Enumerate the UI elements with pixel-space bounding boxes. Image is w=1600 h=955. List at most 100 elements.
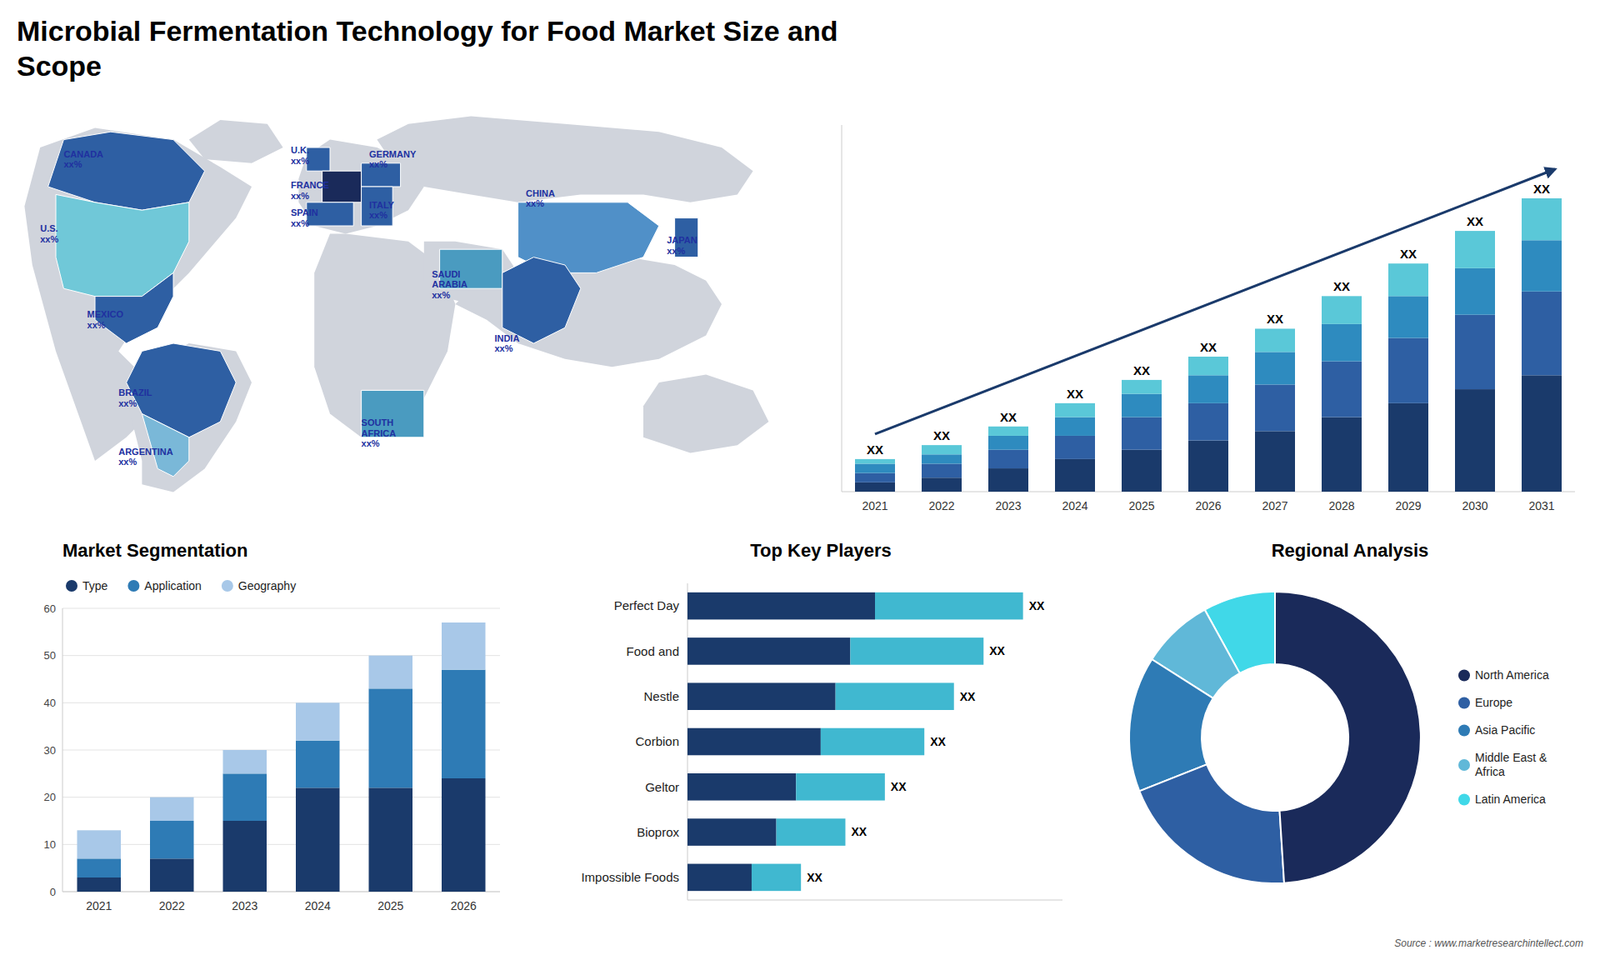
legend-label: Europe [1475, 695, 1513, 710]
legend-label-line: Africa [1475, 765, 1505, 779]
category-label: Nestle [643, 689, 680, 704]
bar-segment [988, 435, 1029, 450]
bar-chart: 2021202220232024202520262027202820292030… [841, 125, 1575, 513]
grid-line [62, 655, 500, 656]
bar-segment [369, 688, 414, 788]
category-label: 2028 [1328, 499, 1355, 513]
bar-segment [1455, 315, 1495, 390]
land-shape [189, 120, 284, 164]
map-label-line: xx% [369, 159, 388, 170]
map-label: CANADAxx% [63, 149, 104, 170]
map-label-line: AFRICA [361, 428, 397, 439]
category-label: 2025 [1128, 499, 1155, 513]
map-label: JAPANxx% [666, 235, 698, 256]
category-label: 2022 [928, 499, 955, 513]
bar-segment [1055, 459, 1095, 492]
map-label-line: CANADA [63, 149, 104, 160]
category-axis-line [62, 891, 500, 893]
map-label: CHINAxx% [525, 188, 555, 210]
bar-segment [921, 463, 962, 478]
tick-label: 10 [44, 838, 56, 851]
bar-segment [295, 702, 340, 740]
category-label: Impossible Foods [580, 870, 680, 885]
map-label-line: xx% [361, 438, 380, 449]
chart-title: Regional Analysis [1271, 540, 1430, 561]
legend-marker [1458, 670, 1470, 682]
category-label: 2026 [450, 899, 477, 913]
map-label: ITALYxx% [369, 200, 395, 220]
bar-annotation: XX [933, 428, 950, 443]
bar-segment [150, 797, 195, 821]
legend-label: Middle East &Africa [1475, 750, 1548, 779]
map-label-line: xx% [494, 343, 513, 354]
tick-label: 20 [44, 790, 56, 804]
map-label-line: U.K. [290, 145, 310, 155]
bar-segment [150, 820, 195, 859]
bar-annotation: XX [1133, 363, 1150, 378]
bar-annotation: XX [1466, 214, 1484, 229]
category-label: Geltor [645, 780, 680, 795]
bar-segment [921, 454, 962, 464]
bar-segment [687, 818, 777, 846]
category-label: 2023 [995, 499, 1021, 513]
bar-segment [1521, 291, 1562, 376]
bar-segment [441, 670, 486, 779]
category-label: 2022 [159, 899, 185, 913]
legend-marker [1458, 759, 1470, 771]
bar-segment [223, 820, 268, 892]
bar-segment [921, 445, 962, 455]
map-label: SPAINxx% [290, 207, 319, 229]
bar-annotation: XX [1266, 311, 1284, 326]
legend-marker [221, 580, 234, 592]
source-note: Source : www.marketresearchintellect.com [1394, 937, 1584, 950]
bar-annotation: XX [850, 825, 867, 839]
value-axis-line [687, 900, 1063, 901]
land-shape [126, 343, 252, 493]
category-label: 2029 [1395, 499, 1421, 513]
map-label-line: xx% [666, 245, 685, 256]
tick-label: 40 [44, 696, 56, 710]
bar-segment [1321, 417, 1362, 492]
bar-segment [1455, 389, 1495, 492]
bar-segment [855, 463, 895, 473]
bar-segment [1121, 417, 1162, 450]
map-label: BRAZILxx% [118, 387, 153, 409]
bar-segment [988, 450, 1029, 469]
category-label: 2030 [1461, 499, 1488, 513]
chart-title: Market Segmentation [62, 540, 249, 561]
legend-label-line: Middle East & [1475, 750, 1548, 765]
trend-arrow [875, 169, 1555, 435]
map-label-line: INDIA [494, 333, 520, 344]
map-label: U.S.xx% [40, 223, 59, 245]
category-label: 2024 [305, 899, 331, 913]
bar-annotation: XX [806, 870, 823, 885]
category-label: Corbion [635, 734, 680, 749]
chart-title: Top Key Players [750, 540, 892, 561]
bar-segment [776, 818, 846, 846]
map-label-line: GERMANY [369, 149, 417, 160]
map-label-line: SOUTH [361, 417, 395, 428]
land-shape [643, 375, 769, 454]
category-label: 2023 [231, 899, 258, 913]
bar-segment [850, 637, 984, 665]
bar-segment [77, 858, 122, 878]
figure-title-line: Microbial Fermentation Technology for Fo… [16, 15, 838, 47]
bar-segment [1388, 295, 1429, 338]
tick-label: 50 [44, 649, 56, 662]
grid-line [62, 608, 500, 610]
bar-segment [875, 592, 1024, 620]
legend-label: Latin America [1475, 792, 1546, 806]
category-label: 2027 [1261, 499, 1288, 513]
bar-segment [988, 426, 1029, 436]
map-label-line: SPAIN [290, 207, 319, 218]
bar-segment [441, 622, 486, 670]
legend: TypeApplicationGeography [65, 579, 296, 593]
bar-segment [687, 773, 796, 801]
bars [77, 622, 486, 892]
map-label-line: xx% [63, 159, 82, 170]
category-label: 2021 [85, 899, 112, 913]
bar-segment [820, 728, 925, 756]
bar-segment [687, 592, 875, 620]
category-label: Perfect Day [614, 598, 680, 613]
map: CANADAxx%U.S.xx%MEXICOxx%BRAZILxx%ARGENT… [24, 115, 769, 492]
